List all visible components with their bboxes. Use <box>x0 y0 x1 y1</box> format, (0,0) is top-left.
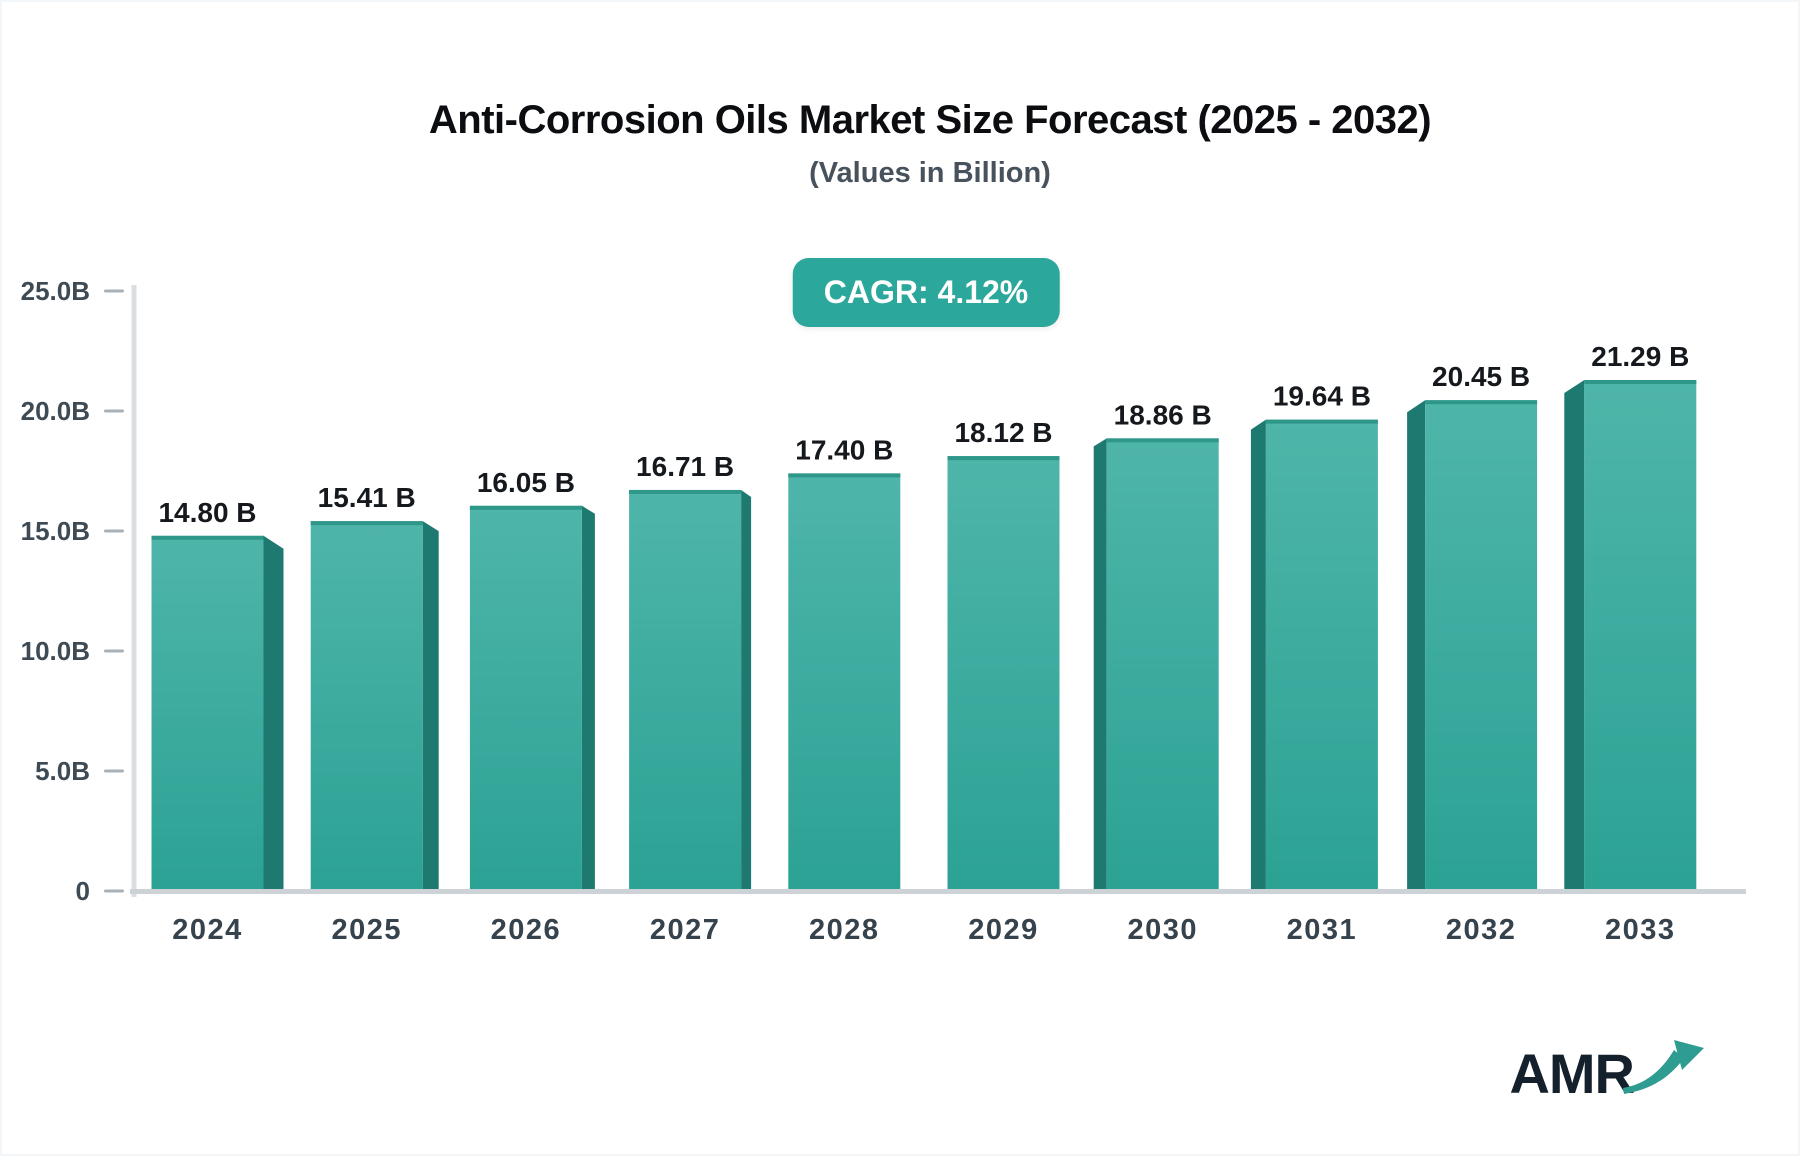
amr-logo-text: AMR <box>1509 1042 1635 1105</box>
amr-logo: AMR <box>1509 1038 1706 1102</box>
bar-2029 <box>947 456 1060 892</box>
bar-2025 <box>310 521 423 892</box>
y-axis-tick <box>104 409 124 413</box>
bar-side-2030 <box>1093 438 1107 892</box>
y-axis-tick <box>104 529 124 533</box>
x-axis-label-2029: 2029 <box>968 914 1039 946</box>
x-axis-label-2033: 2033 <box>1605 914 1676 946</box>
bar-2024 <box>151 535 264 892</box>
bar-value-label-2031: 19.64 B <box>1273 381 1371 412</box>
y-axis-tick-label: 0 <box>76 876 90 906</box>
bar-2026 <box>469 505 582 892</box>
bar-side-2024 <box>263 535 284 892</box>
y-axis-line <box>131 285 137 897</box>
bar-2027 <box>629 489 742 892</box>
bar-top-edge-2033 <box>1584 380 1697 385</box>
bar-value-label-2030: 18.86 B <box>1114 399 1212 430</box>
y-axis-tick <box>104 649 124 653</box>
chart-title: Anti-Corrosion Oils Market Size Forecast… <box>428 98 1432 142</box>
y-axis-tick <box>104 889 124 893</box>
bar-top-edge-2028 <box>788 473 901 478</box>
bar-side-2027 <box>741 489 752 892</box>
bar-2031 <box>1265 419 1378 892</box>
bar-top-edge-2025 <box>310 521 423 526</box>
bar-side-2031 <box>1250 419 1266 892</box>
y-axis-tick-label: 15.0B <box>21 516 90 546</box>
bar-value-label-2032: 20.45 B <box>1432 361 1530 392</box>
bar-top-edge-2029 <box>947 456 1060 461</box>
x-axis-line <box>130 889 1746 894</box>
y-axis-tick-label: 5.0B <box>35 756 90 786</box>
x-axis-label-2027: 2027 <box>650 914 721 946</box>
bar-value-label-2027: 16.71 B <box>636 451 734 482</box>
bar-top-edge-2031 <box>1265 419 1378 424</box>
x-axis-label-2032: 2032 <box>1446 914 1517 946</box>
bar-value-label-2033: 21.29 B <box>1591 341 1689 372</box>
x-axis-label-2025: 2025 <box>331 914 402 946</box>
y-axis-tick-label: 25.0B <box>21 276 90 306</box>
x-axis-label-2030: 2030 <box>1127 914 1198 946</box>
bar-value-label-2025: 15.41 B <box>318 482 416 513</box>
growth-arrow-icon <box>1623 1040 1704 1094</box>
bar-side-2025 <box>422 521 439 892</box>
bar-side-2033 <box>1564 380 1585 892</box>
bar-value-label-2024: 14.80 B <box>158 497 256 528</box>
bar-top-edge-2024 <box>151 535 264 540</box>
y-axis-tick <box>104 289 124 293</box>
bar-top-edge-2030 <box>1106 438 1219 443</box>
bar-value-label-2028: 17.40 B <box>795 434 893 465</box>
y-axis-tick-label: 20.0B <box>21 396 90 426</box>
cagr-badge: CAGR: 4.12% <box>792 258 1060 327</box>
x-axis-label-2031: 2031 <box>1287 914 1358 946</box>
bar-value-label-2026: 16.05 B <box>477 467 575 498</box>
bar-2030 <box>1106 438 1219 892</box>
bar-2032 <box>1425 400 1538 892</box>
bar-top-edge-2027 <box>629 489 742 494</box>
bar-top-edge-2026 <box>469 505 582 510</box>
bar-2033 <box>1584 380 1697 892</box>
x-axis-label-2024: 2024 <box>172 914 243 946</box>
bar-value-label-2029: 18.12 B <box>954 417 1052 448</box>
y-axis-tick-label: 10.0B <box>21 636 90 666</box>
x-axis-label-2026: 2026 <box>491 914 562 946</box>
bar-side-2032 <box>1407 400 1426 892</box>
x-axis-label-2028: 2028 <box>809 914 880 946</box>
bar-2028 <box>788 473 901 892</box>
bar-top-edge-2032 <box>1425 400 1538 405</box>
y-axis-tick <box>104 769 124 773</box>
chart-subtitle: (Values in Billion) <box>809 157 1051 189</box>
bar-side-2026 <box>581 505 595 892</box>
chart-header: Anti-Corrosion Oils Market Size Forecast… <box>2 2 1798 190</box>
